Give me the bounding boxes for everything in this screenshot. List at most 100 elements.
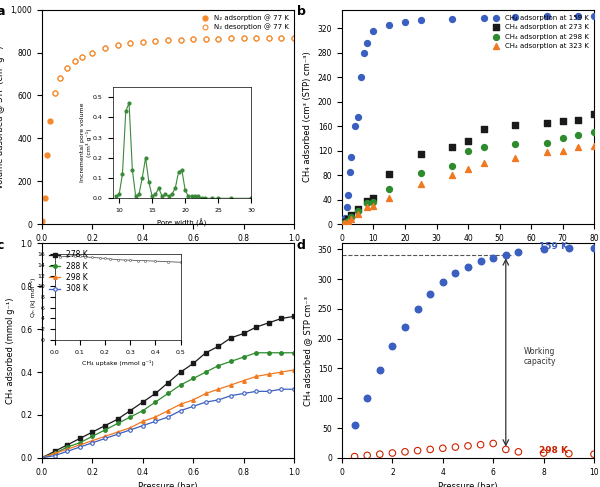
CH₄ adsorption at 298 K <box>362 199 372 207</box>
308 K <box>139 423 146 429</box>
288 K <box>227 358 235 364</box>
278 K <box>101 423 109 429</box>
288 K <box>76 440 83 446</box>
N₂ desorption @ 77 K <box>152 38 159 44</box>
308 K <box>89 440 96 446</box>
CH₄ adsorption at 273 K <box>343 215 353 223</box>
CH₄ adsorption at 298 K <box>340 219 350 226</box>
N₂ adsorption @ 77 K <box>64 65 71 71</box>
Point <box>463 263 473 271</box>
N₂ desorption @ 77 K <box>253 35 260 41</box>
CH₄ adsorption at 298 K <box>385 185 394 193</box>
278 K <box>253 324 260 330</box>
CH₄ adsorption at 159 K <box>342 204 352 211</box>
N₂ desorption @ 77 K <box>71 58 79 64</box>
Line: 308 K: 308 K <box>40 388 296 460</box>
Line: N₂ desorption @ 77 K: N₂ desorption @ 77 K <box>52 36 296 96</box>
N₂ adsorption @ 77 K <box>79 54 86 60</box>
N₂ adsorption @ 77 K <box>190 37 197 42</box>
Text: c: c <box>0 239 4 252</box>
CH₄ adsorption at 323 K <box>542 148 551 156</box>
CH₄ adsorption at 159 K <box>362 39 372 47</box>
Point <box>501 446 511 453</box>
CH₄ adsorption at 159 K <box>345 168 355 176</box>
308 K <box>202 399 209 405</box>
288 K <box>278 350 285 356</box>
298 K <box>51 450 58 456</box>
N₂ desorption @ 77 K <box>114 42 121 48</box>
Y-axis label: Volume adsorbed @ STP (cm³ g⁻¹): Volume adsorbed @ STP (cm³ g⁻¹) <box>0 45 5 188</box>
N₂ desorption @ 77 K <box>278 35 285 41</box>
CH₄ adsorption at 323 K <box>343 218 353 225</box>
278 K <box>177 369 184 375</box>
308 K <box>253 389 260 394</box>
298 K <box>152 414 159 420</box>
278 K <box>76 435 83 441</box>
Legend: 278 K, 288 K, 298 K, 308 K: 278 K, 288 K, 298 K, 308 K <box>46 247 91 296</box>
N₂ desorption @ 77 K <box>64 65 71 71</box>
N₂ adsorption @ 77 K <box>164 37 172 43</box>
288 K <box>265 350 272 356</box>
N₂ adsorption @ 77 K <box>265 35 272 41</box>
N₂ desorption @ 77 K <box>190 37 197 42</box>
CH₄ adsorption at 323 K <box>463 165 473 173</box>
298 K <box>127 425 134 431</box>
Legend: N₂ adsorption @ 77 K, N₂ desorption @ 77 K: N₂ adsorption @ 77 K, N₂ desorption @ 77… <box>200 13 290 32</box>
CH₄ adsorption at 298 K <box>558 134 568 142</box>
298 K <box>177 401 184 407</box>
278 K <box>190 360 197 366</box>
Point <box>438 444 448 452</box>
278 K <box>127 408 134 413</box>
CH₄ adsorption at 273 K <box>479 125 488 133</box>
Text: a: a <box>0 5 5 19</box>
288 K <box>152 399 159 405</box>
CH₄ adsorption at 273 K <box>339 220 349 227</box>
308 K <box>215 397 222 403</box>
CH₄ adsorption at 298 K <box>542 139 551 147</box>
Point <box>362 451 372 459</box>
288 K <box>240 354 247 360</box>
CH₄ adsorption at 298 K <box>574 131 583 139</box>
288 K <box>64 444 71 450</box>
CH₄ adsorption at 159 K <box>574 12 583 20</box>
N₂ desorption @ 77 K <box>290 35 298 41</box>
298 K <box>240 378 247 384</box>
CH₄ adsorption at 159 K <box>347 153 356 161</box>
CH₄ adsorption at 298 K <box>448 162 457 170</box>
N₂ desorption @ 77 K <box>240 36 247 41</box>
298 K <box>114 429 121 435</box>
CH₄ adsorption at 323 K <box>368 202 378 209</box>
Point <box>388 449 397 457</box>
298 K <box>253 374 260 379</box>
308 K <box>51 453 58 459</box>
N₂ desorption @ 77 K <box>101 45 109 51</box>
278 K <box>290 314 298 319</box>
CH₄ adsorption at 159 K <box>368 27 378 35</box>
CH₄ adsorption at 159 K <box>359 49 369 56</box>
308 K <box>177 408 184 413</box>
Point <box>400 448 410 456</box>
Point <box>425 446 435 453</box>
Point <box>375 366 385 374</box>
CH₄ adsorption at 273 K <box>368 194 378 202</box>
CH₄ adsorption at 273 K <box>362 197 372 205</box>
N₂ desorption @ 77 K <box>51 91 58 96</box>
278 K <box>215 343 222 349</box>
Point <box>564 244 574 252</box>
CH₄ adsorption at 273 K <box>385 170 394 178</box>
CH₄ adsorption at 323 K <box>340 219 350 226</box>
288 K <box>164 391 172 396</box>
308 K <box>114 431 121 437</box>
N₂ adsorption @ 77 K <box>177 37 184 43</box>
308 K <box>164 414 172 420</box>
CH₄ adsorption at 273 K <box>589 110 599 118</box>
298 K <box>64 446 71 452</box>
N₂ adsorption @ 77 K <box>41 195 48 201</box>
278 K <box>114 416 121 422</box>
308 K <box>240 391 247 396</box>
288 K <box>190 375 197 381</box>
Line: 298 K: 298 K <box>40 368 296 460</box>
N₂ adsorption @ 77 K <box>101 45 109 51</box>
CH₄ adsorption at 273 K <box>353 205 362 213</box>
CH₄ adsorption at 323 K <box>511 154 520 162</box>
